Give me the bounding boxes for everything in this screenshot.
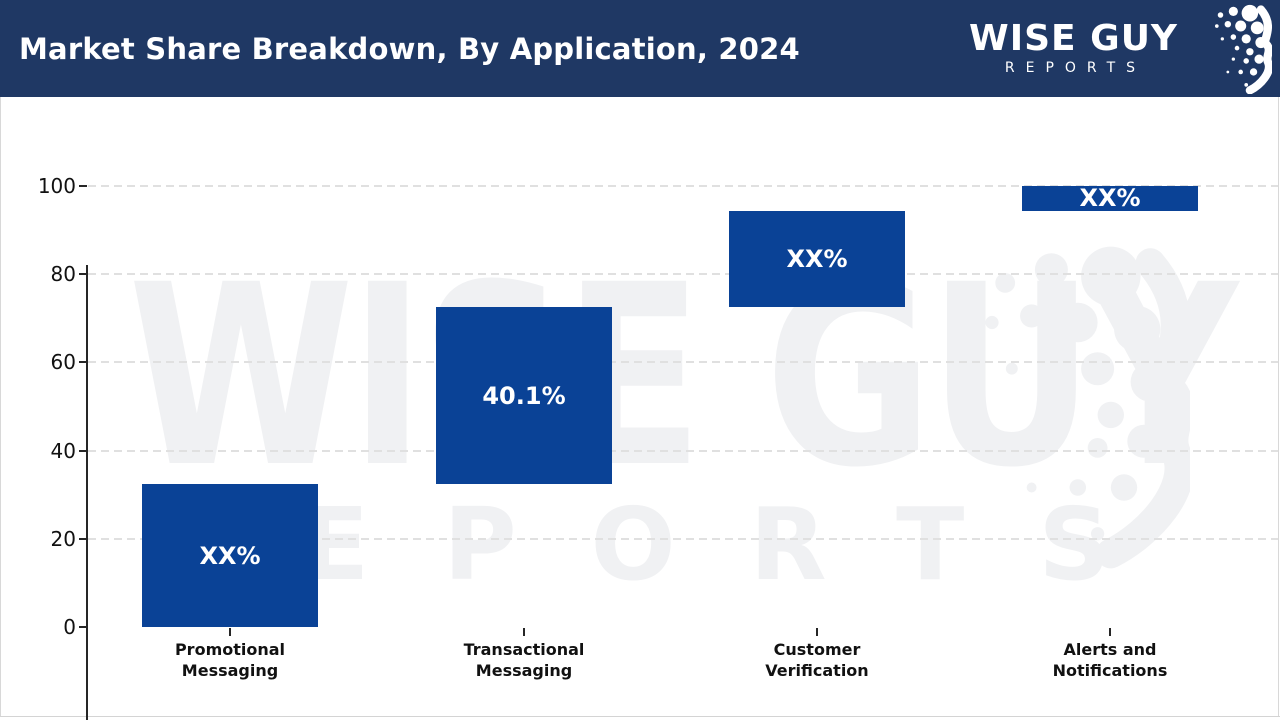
y-axis-tick-label: 100: [37, 173, 76, 198]
logo-wordmark: WISE GUY: [968, 18, 1178, 59]
brand-logo: WISE GUY REPORTS: [969, 0, 1272, 97]
y-axis-tick-label: 60: [50, 350, 76, 375]
y-tick-mark: [79, 184, 87, 187]
gridline: [88, 273, 1278, 275]
chart-bar: XX%: [1022, 184, 1198, 213]
watermark-face-icon: [985, 246, 1190, 569]
y-axis-tick-label: 80: [50, 262, 76, 286]
logo-text-block: WISE GUY REPORTS: [968, 18, 1178, 77]
bar-value-label: XX%: [199, 541, 261, 570]
logo-face-icon: [1214, 4, 1272, 94]
left-border: [0, 97, 1, 717]
gridline: [88, 449, 1278, 452]
plot-area: [0, 97, 1280, 720]
y-tick-mark: [79, 273, 87, 275]
bottom-border: [0, 716, 1280, 717]
y-tick-mark: [79, 449, 87, 452]
y-tick-mark: [79, 361, 87, 364]
right-border: [1278, 97, 1279, 717]
watermark-wordmark: WISE GUY: [128, 231, 1238, 522]
x-tick-mark: [1109, 628, 1111, 636]
x-tick-mark: [229, 628, 231, 636]
gridline: [88, 537, 1278, 540]
x-axis-tick-label: Alerts and Notifications: [1052, 640, 1168, 680]
bar-value-label: XX%: [786, 244, 848, 273]
bar-value-label: 40.1%: [482, 381, 566, 410]
y-axis-tick-label: 40: [50, 438, 76, 463]
y-tick-mark: [79, 537, 87, 540]
gridline: [88, 184, 1278, 187]
x-axis-tick-label: Customer Verification: [765, 640, 869, 680]
y-axis-line: [86, 265, 88, 720]
chart-bar: 40.1%: [436, 307, 612, 485]
header-bar: Market Share Breakdown, By Application, …: [0, 0, 1280, 97]
x-axis-tick-label: Transactional Messaging: [463, 640, 585, 680]
y-axis-tick-label: 0: [63, 615, 76, 639]
logo-subtext: REPORTS: [1004, 60, 1147, 76]
chart-bar: XX%: [142, 484, 318, 627]
x-axis-tick-label: Promotional Messaging: [174, 640, 286, 680]
x-tick-mark: [523, 628, 525, 636]
chart-bar: XX%: [729, 210, 905, 308]
y-axis-tick-label: 20: [50, 526, 76, 551]
x-tick-mark: [816, 628, 818, 636]
gridline: [88, 361, 1278, 364]
page-title: Market Share Breakdown, By Application, …: [19, 31, 800, 66]
y-tick-mark: [79, 626, 87, 628]
bar-value-label: XX%: [1079, 184, 1141, 213]
